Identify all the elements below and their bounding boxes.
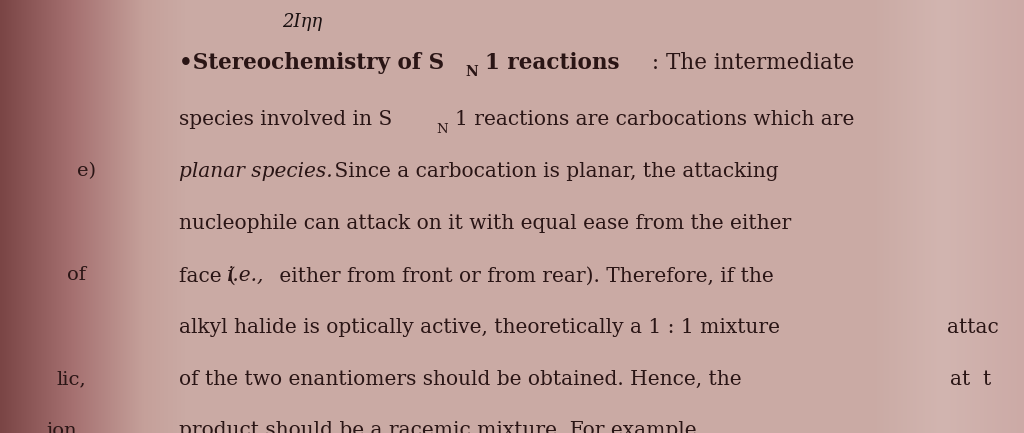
Text: face (: face ( bbox=[179, 266, 237, 285]
Text: attac: attac bbox=[947, 318, 999, 337]
Text: •Stereochemistry of S: •Stereochemistry of S bbox=[179, 52, 444, 74]
Text: either from front or from rear). Therefore, if the: either from front or from rear). Therefo… bbox=[273, 266, 774, 285]
Text: planar species.: planar species. bbox=[179, 162, 333, 181]
Text: : The intermediate: : The intermediate bbox=[645, 52, 854, 74]
Text: product should be a racemic mixture. For example,: product should be a racemic mixture. For… bbox=[179, 421, 703, 433]
Text: of the two enantiomers should be obtained. Hence, the: of the two enantiomers should be obtaine… bbox=[179, 370, 741, 389]
Text: ion: ion bbox=[46, 422, 77, 433]
Text: N: N bbox=[436, 123, 447, 136]
Text: nucleophile can attack on it with equal ease from the either: nucleophile can attack on it with equal … bbox=[179, 214, 792, 233]
Text: alkyl halide is optically active, theoretically a 1 : 1 mixture: alkyl halide is optically active, theore… bbox=[179, 318, 780, 337]
Text: species involved in S: species involved in S bbox=[179, 110, 392, 129]
Text: of: of bbox=[67, 266, 86, 284]
Text: lic,: lic, bbox=[56, 370, 86, 388]
Text: N: N bbox=[466, 65, 478, 79]
Text: 2Iηη: 2Iηη bbox=[282, 13, 323, 31]
Text: 1 reactions are carbocations which are: 1 reactions are carbocations which are bbox=[455, 110, 854, 129]
Text: e): e) bbox=[77, 162, 96, 181]
Text: 1 reactions: 1 reactions bbox=[485, 52, 620, 74]
Text: Since a carbocation is planar, the attacking: Since a carbocation is planar, the attac… bbox=[328, 162, 778, 181]
Text: at  t: at t bbox=[950, 370, 991, 389]
Text: i.e.,: i.e., bbox=[227, 266, 264, 285]
